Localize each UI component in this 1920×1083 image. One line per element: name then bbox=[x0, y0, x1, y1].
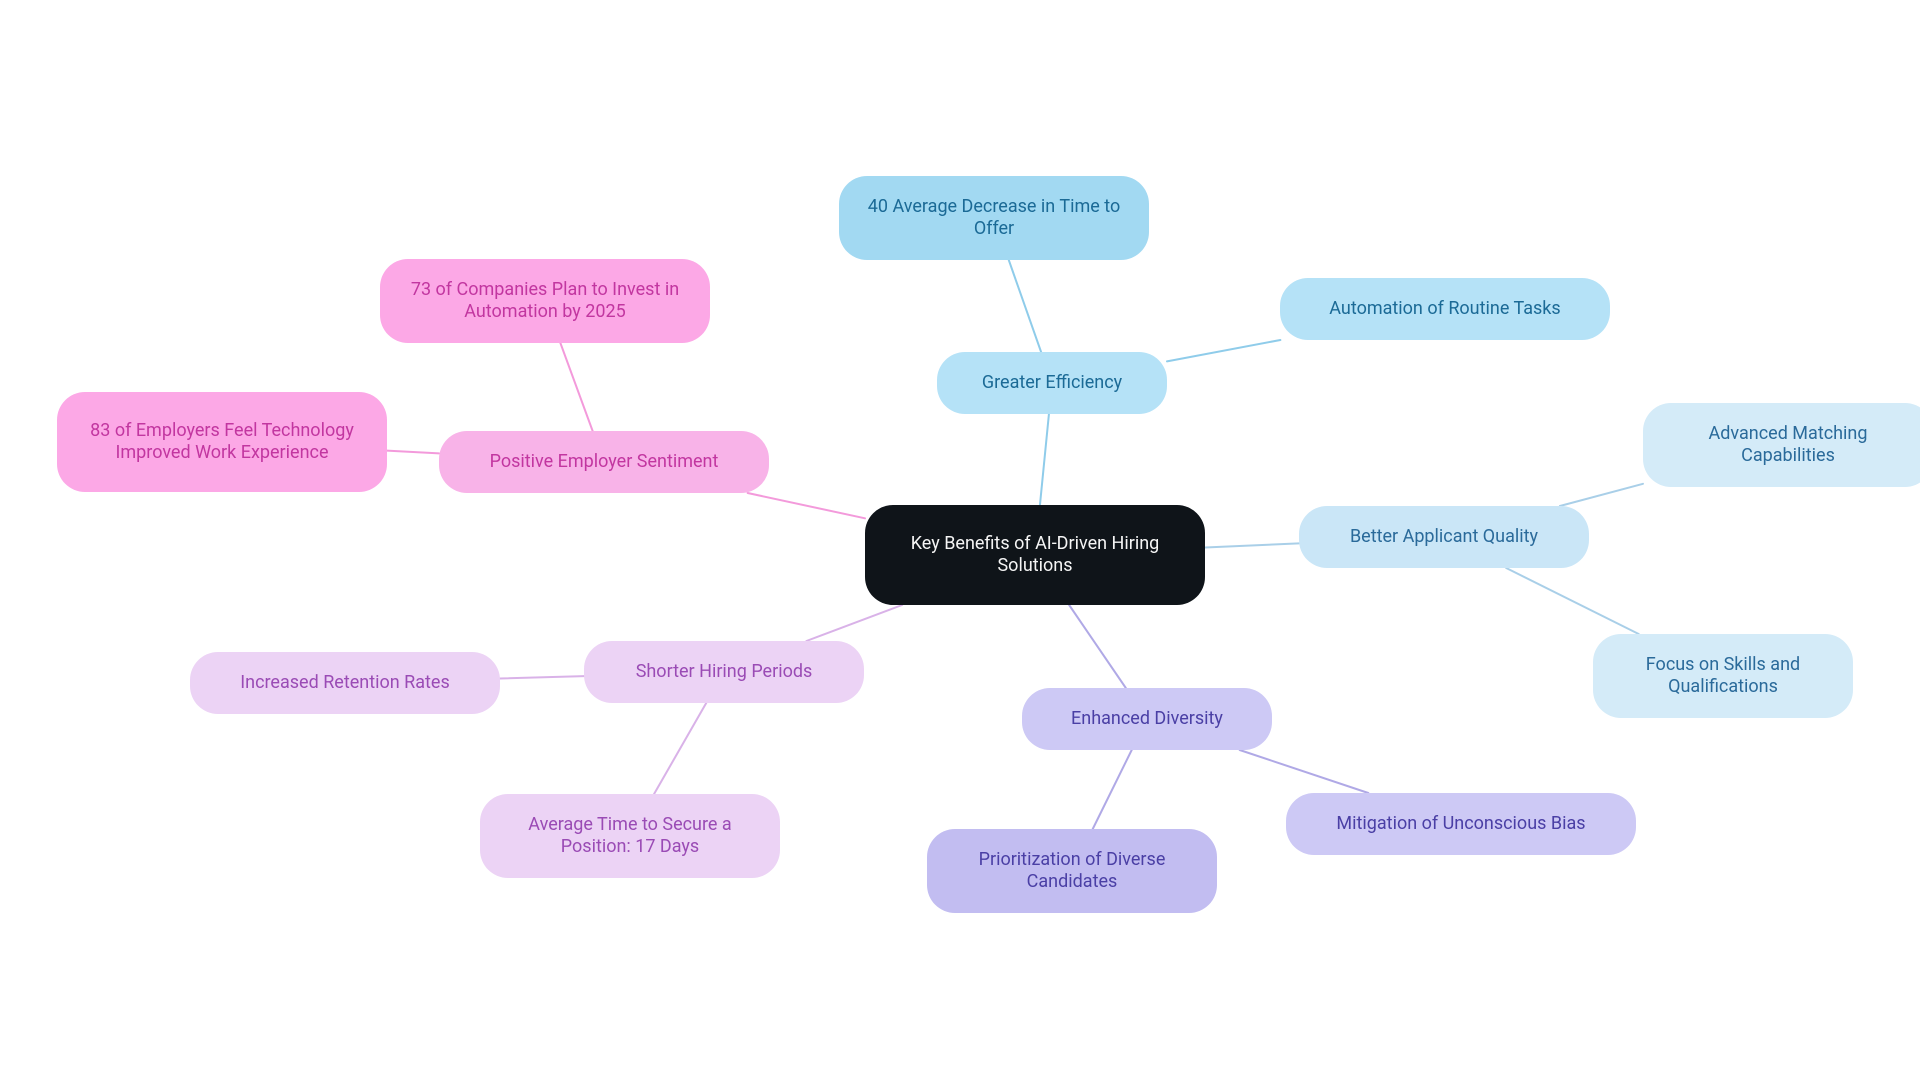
mindmap-canvas: Key Benefits of AI-Driven Hiring Solutio… bbox=[0, 0, 1920, 1083]
mindmap-node: 83 of Employers Feel Technology Improved… bbox=[57, 392, 387, 492]
mindmap-node: Prioritization of Diverse Candidates bbox=[927, 829, 1217, 913]
edge bbox=[1205, 543, 1299, 547]
mindmap-node: Better Applicant Quality bbox=[1299, 506, 1589, 568]
node-label: 83 of Employers Feel Technology Improved… bbox=[81, 420, 363, 465]
edge bbox=[1093, 750, 1132, 829]
node-label: Positive Employer Sentiment bbox=[490, 451, 719, 474]
mindmap-node: Mitigation of Unconscious Bias bbox=[1286, 793, 1636, 855]
node-label: Advanced Matching Capabilities bbox=[1667, 423, 1909, 468]
edge bbox=[1069, 605, 1126, 688]
node-label: Average Time to Secure a Position: 17 Da… bbox=[504, 814, 756, 859]
edge bbox=[806, 605, 902, 641]
node-label: Greater Efficiency bbox=[982, 372, 1122, 395]
node-label: Mitigation of Unconscious Bias bbox=[1336, 813, 1585, 836]
edge bbox=[500, 676, 584, 678]
edge bbox=[1506, 568, 1638, 634]
node-label: Shorter Hiring Periods bbox=[636, 661, 813, 684]
edge bbox=[748, 493, 865, 518]
edge bbox=[560, 343, 592, 431]
mindmap-node: Enhanced Diversity bbox=[1022, 688, 1272, 750]
edge bbox=[1167, 340, 1280, 361]
mindmap-node: Key Benefits of AI-Driven Hiring Solutio… bbox=[865, 505, 1205, 605]
mindmap-node: Advanced Matching Capabilities bbox=[1643, 403, 1920, 487]
edge bbox=[1560, 484, 1643, 506]
mindmap-node: Positive Employer Sentiment bbox=[439, 431, 769, 493]
node-label: Enhanced Diversity bbox=[1071, 708, 1223, 731]
edge bbox=[1040, 414, 1049, 505]
node-label: Better Applicant Quality bbox=[1350, 526, 1538, 549]
mindmap-node: 40 Average Decrease in Time to Offer bbox=[839, 176, 1149, 260]
node-label: Prioritization of Diverse Candidates bbox=[951, 849, 1193, 894]
node-label: Key Benefits of AI-Driven Hiring Solutio… bbox=[889, 533, 1181, 578]
mindmap-node: Shorter Hiring Periods bbox=[584, 641, 864, 703]
node-label: 73 of Companies Plan to Invest in Automa… bbox=[404, 279, 686, 324]
node-label: Increased Retention Rates bbox=[240, 672, 450, 695]
mindmap-node: Increased Retention Rates bbox=[190, 652, 500, 714]
node-label: Automation of Routine Tasks bbox=[1329, 298, 1560, 321]
node-label: 40 Average Decrease in Time to Offer bbox=[863, 196, 1125, 241]
edge bbox=[654, 703, 706, 794]
mindmap-node: 73 of Companies Plan to Invest in Automa… bbox=[380, 259, 710, 343]
mindmap-node: Greater Efficiency bbox=[937, 352, 1167, 414]
edge bbox=[387, 451, 439, 454]
node-label: Focus on Skills and Qualifications bbox=[1617, 654, 1829, 699]
edge bbox=[1009, 260, 1041, 352]
mindmap-node: Average Time to Secure a Position: 17 Da… bbox=[480, 794, 780, 878]
mindmap-node: Automation of Routine Tasks bbox=[1280, 278, 1610, 340]
edge bbox=[1240, 750, 1369, 793]
mindmap-node: Focus on Skills and Qualifications bbox=[1593, 634, 1853, 718]
